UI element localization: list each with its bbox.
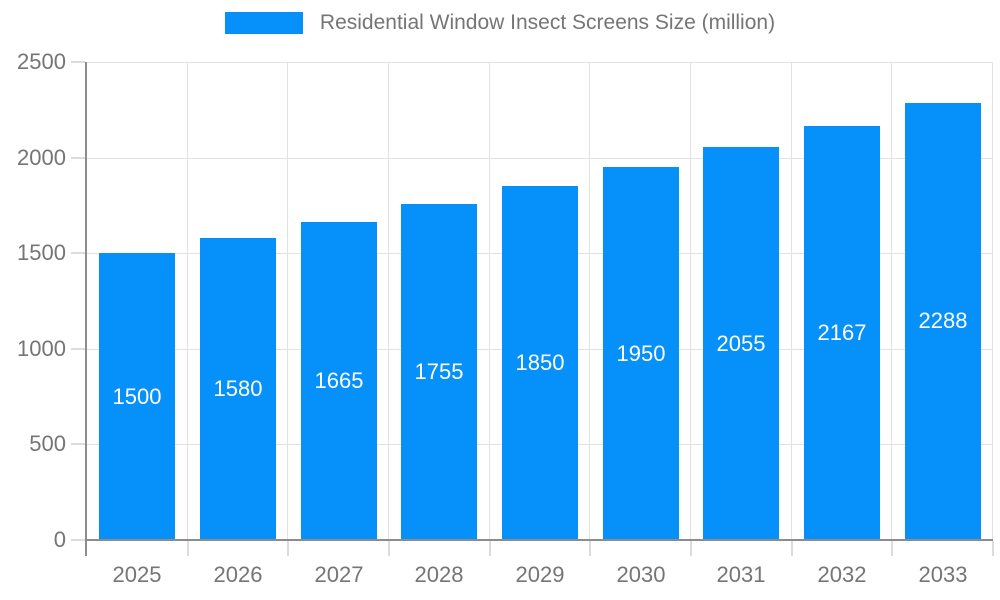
gridline-vertical <box>187 62 188 540</box>
y-axis-tick <box>71 61 85 63</box>
bar[interactable] <box>200 238 276 540</box>
y-axis-tick <box>71 157 85 159</box>
gridline-vertical <box>287 62 288 540</box>
y-axis-label: 0 <box>53 527 66 552</box>
x-axis-label: 2028 <box>414 562 464 587</box>
y-axis-tick <box>71 443 85 445</box>
x-axis-label: 2029 <box>515 562 565 587</box>
x-axis-label: 2026 <box>213 562 263 587</box>
x-axis-tick <box>489 541 491 556</box>
x-axis-tick <box>690 541 692 556</box>
x-axis-tick <box>287 541 289 556</box>
x-axis-tick <box>992 541 994 556</box>
bar[interactable] <box>502 186 578 540</box>
bar-value-label: 1580 <box>213 376 263 401</box>
y-axis-label: 2000 <box>17 145 66 170</box>
bar-value-label: 1755 <box>414 359 464 384</box>
gridline-vertical <box>589 62 590 540</box>
x-axis-tick <box>891 541 893 556</box>
chart-legend[interactable]: Residential Window Insect Screens Size (… <box>0 11 1000 35</box>
legend-label: Residential Window Insect Screens Size (… <box>319 11 776 34</box>
bar-value-label: 1850 <box>515 350 565 375</box>
x-axis-label: 2032 <box>817 562 867 587</box>
bar-value-label: 2055 <box>716 331 766 356</box>
bar[interactable] <box>804 126 880 540</box>
y-axis-label: 1000 <box>17 336 66 361</box>
bar[interactable] <box>401 204 477 540</box>
x-axis-label: 2033 <box>918 562 968 587</box>
x-axis-line <box>85 539 993 541</box>
gridline-horizontal <box>87 158 993 159</box>
x-axis-tick <box>388 541 390 556</box>
x-axis-label: 2031 <box>716 562 766 587</box>
bar-value-label: 1665 <box>314 368 364 393</box>
gridline-vertical <box>992 62 993 540</box>
x-axis-label: 2030 <box>616 562 666 587</box>
plot-area: 1500 1580 1665 1755 1850 1950 2055 2167 2288 <box>87 62 993 540</box>
x-axis-label: 2027 <box>314 562 364 587</box>
y-axis-tick <box>71 348 85 350</box>
y-axis-tick <box>71 252 85 254</box>
legend-swatch <box>224 12 303 34</box>
bar-value-label: 1500 <box>112 384 162 409</box>
gridline-vertical <box>388 62 389 540</box>
gridline-vertical <box>690 62 691 540</box>
bar-value-label: 2167 <box>817 320 867 345</box>
bar[interactable] <box>905 103 981 540</box>
y-axis-tick <box>71 539 85 541</box>
gridline-vertical <box>489 62 490 540</box>
x-axis-tick <box>187 541 189 556</box>
bar[interactable] <box>301 222 377 540</box>
gridline-horizontal <box>87 62 993 63</box>
y-axis-label: 500 <box>29 431 66 456</box>
x-axis-tick <box>589 541 591 556</box>
bar-value-label: 2288 <box>918 308 968 333</box>
bar[interactable] <box>703 147 779 540</box>
y-axis-label: 1500 <box>17 240 66 265</box>
gridline-vertical <box>891 62 892 540</box>
y-axis-label: 2500 <box>17 49 66 74</box>
gridline-vertical <box>791 62 792 540</box>
bar[interactable] <box>603 167 679 540</box>
x-axis-label: 2025 <box>112 562 162 587</box>
bar-value-label: 1950 <box>616 341 666 366</box>
x-axis-tick <box>791 541 793 556</box>
y-axis-line <box>85 62 87 556</box>
bar[interactable] <box>99 253 175 540</box>
